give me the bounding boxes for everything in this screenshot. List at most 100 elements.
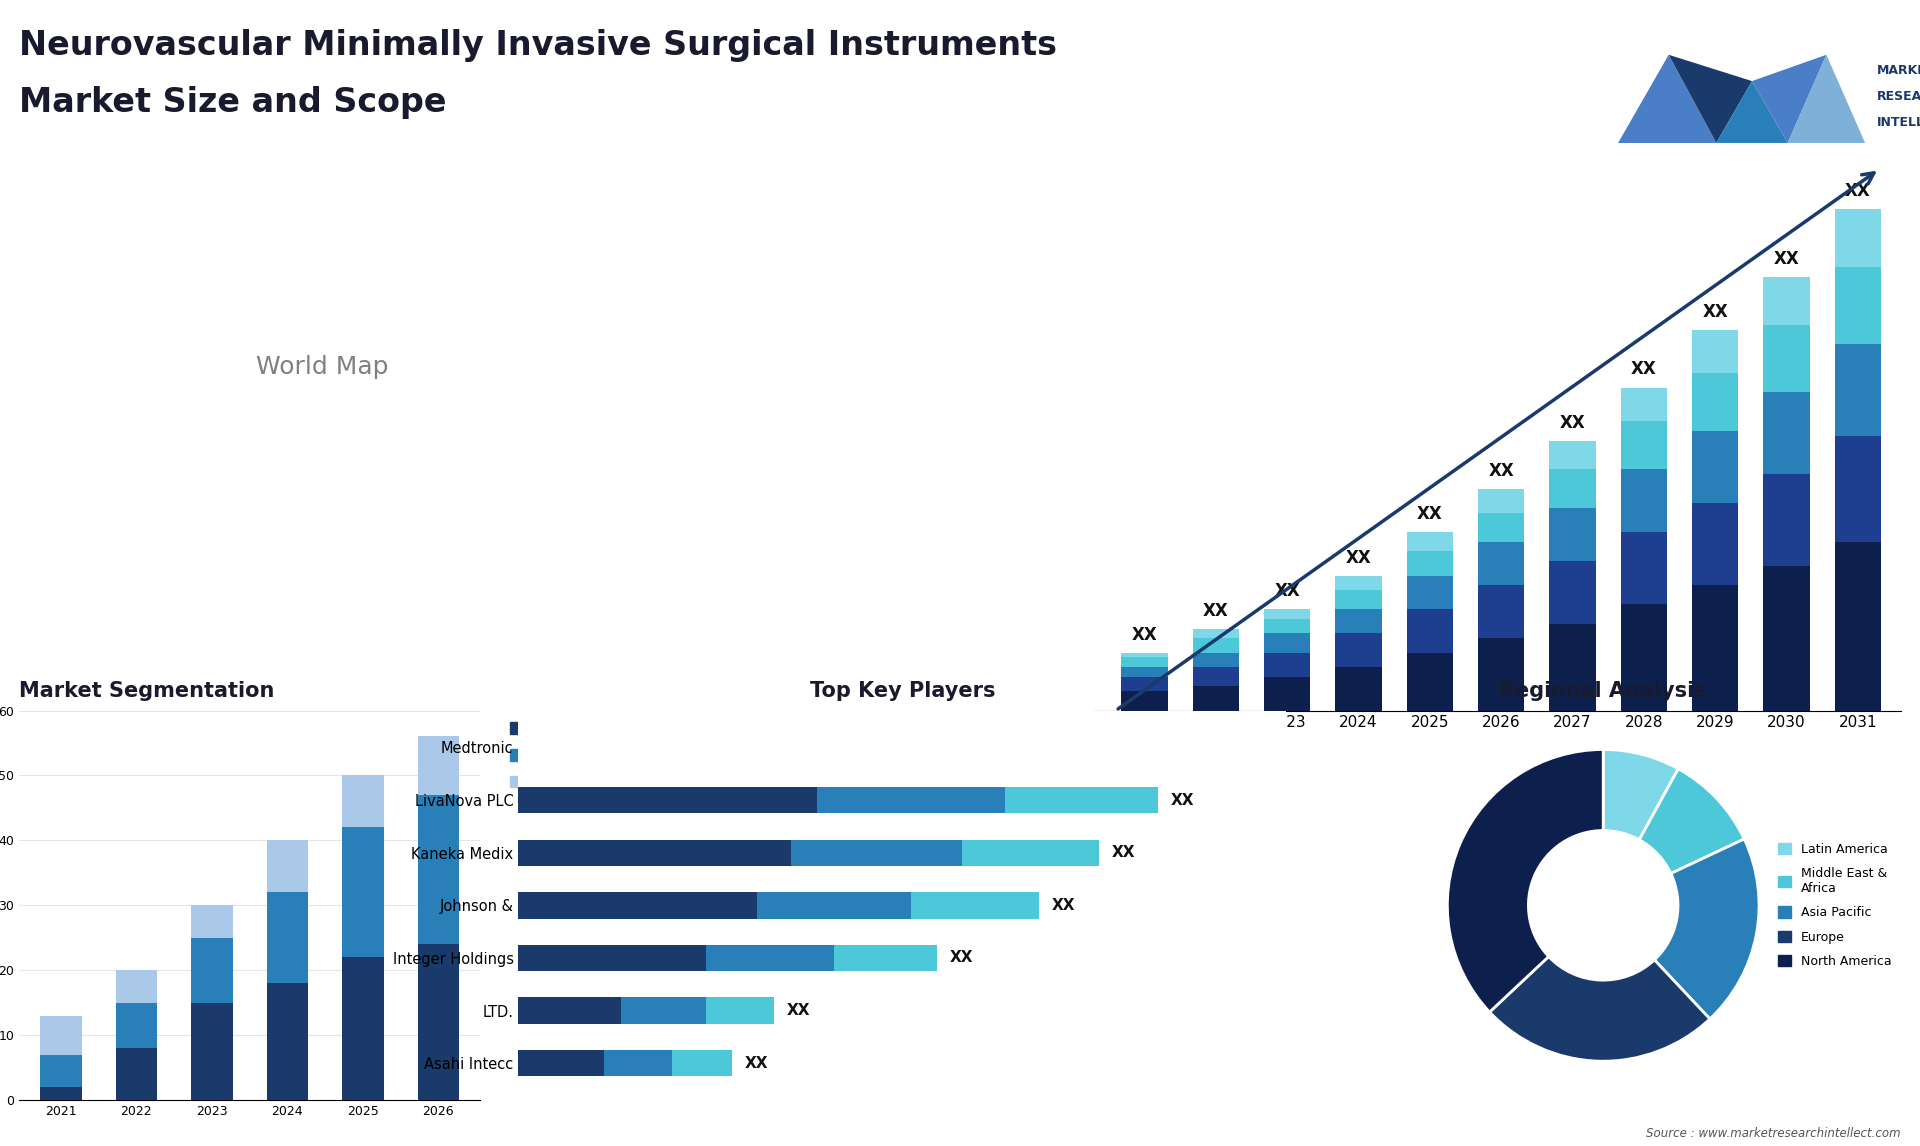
Bar	[1121, 667, 1167, 677]
Text: XX: XX	[1171, 793, 1194, 808]
Bar	[1478, 488, 1524, 513]
Bar	[1004, 787, 1158, 814]
Bar	[417, 795, 459, 944]
Bar	[1192, 638, 1238, 653]
Bar	[1549, 470, 1596, 508]
Text: XX: XX	[787, 1003, 810, 1018]
Text: XX: XX	[1703, 303, 1728, 321]
Text: World Map: World Map	[255, 355, 390, 378]
Bar	[1763, 324, 1811, 392]
Bar	[1407, 532, 1453, 551]
Bar	[1836, 344, 1882, 435]
Bar	[1263, 610, 1309, 619]
Bar	[417, 737, 459, 795]
Bar	[192, 937, 232, 1003]
Bar	[342, 776, 384, 827]
Bar	[707, 997, 774, 1023]
Bar	[756, 893, 910, 918]
Bar	[518, 787, 818, 814]
Bar	[1620, 604, 1667, 711]
Text: XX: XX	[1417, 505, 1442, 523]
Text: XX: XX	[1346, 549, 1371, 566]
Bar	[1407, 610, 1453, 653]
Polygon shape	[1619, 55, 1716, 143]
Bar	[672, 1050, 732, 1076]
Bar	[342, 957, 384, 1100]
Bar	[1620, 470, 1667, 532]
Bar	[1692, 431, 1738, 503]
Bar	[1620, 387, 1667, 422]
Bar	[192, 905, 232, 937]
Bar	[1121, 691, 1167, 711]
Polygon shape	[1751, 55, 1826, 143]
Text: XX: XX	[1275, 582, 1300, 601]
Bar	[1192, 628, 1238, 638]
Text: XX: XX	[1112, 846, 1135, 861]
Bar	[1692, 503, 1738, 586]
Bar	[1121, 658, 1167, 667]
Bar	[791, 840, 962, 866]
Bar	[518, 1050, 603, 1076]
Bar	[1478, 513, 1524, 542]
Bar	[833, 944, 937, 971]
Bar	[1836, 435, 1882, 542]
Bar	[1334, 667, 1382, 711]
Bar	[1192, 686, 1238, 711]
Text: XX: XX	[1131, 626, 1158, 644]
Text: Source : www.marketresearchintellect.com: Source : www.marketresearchintellect.com	[1645, 1128, 1901, 1140]
Bar	[518, 840, 791, 866]
Bar	[1478, 638, 1524, 711]
Text: Neurovascular Minimally Invasive Surgical Instruments: Neurovascular Minimally Invasive Surgica…	[19, 29, 1058, 62]
Text: XX: XX	[948, 950, 973, 965]
Bar	[1692, 586, 1738, 711]
Bar	[1334, 590, 1382, 610]
Wedge shape	[1490, 957, 1711, 1061]
Bar	[1334, 610, 1382, 634]
Bar	[1263, 677, 1309, 711]
Text: XX: XX	[1202, 602, 1229, 620]
Bar	[1836, 542, 1882, 711]
Text: RESEARCH: RESEARCH	[1878, 91, 1920, 103]
Bar	[1334, 634, 1382, 667]
Bar	[1836, 210, 1882, 267]
Text: XX: XX	[1630, 361, 1657, 378]
Bar	[1263, 653, 1309, 677]
Bar	[1334, 575, 1382, 590]
Wedge shape	[1655, 839, 1759, 1019]
Bar	[1407, 575, 1453, 610]
Bar	[1549, 440, 1596, 470]
Wedge shape	[1448, 749, 1603, 1012]
Text: MARKET: MARKET	[1878, 64, 1920, 77]
Bar	[620, 997, 707, 1023]
Bar	[518, 944, 707, 971]
Bar	[1620, 532, 1667, 604]
Bar	[1192, 667, 1238, 686]
Bar	[1763, 566, 1811, 711]
Bar	[962, 840, 1098, 866]
Bar	[1263, 634, 1309, 653]
Bar	[1692, 330, 1738, 374]
Text: XX: XX	[1488, 462, 1515, 480]
Bar	[603, 1050, 672, 1076]
Bar	[910, 893, 1039, 918]
Bar	[1620, 422, 1667, 470]
Bar	[267, 893, 307, 983]
Bar	[342, 827, 384, 957]
Legend: Latin America, Middle East &
Africa, Asia Pacific, Europe, North America: Latin America, Middle East & Africa, Asi…	[1772, 838, 1897, 973]
Bar	[115, 971, 157, 1003]
Bar	[1763, 392, 1811, 474]
Bar	[518, 893, 756, 918]
Polygon shape	[1788, 55, 1864, 143]
Bar	[40, 1088, 83, 1100]
Bar	[115, 1049, 157, 1100]
Legend: Type, Application, Geography: Type, Application, Geography	[505, 717, 614, 794]
Bar	[40, 1054, 83, 1088]
Bar	[1407, 653, 1453, 711]
Text: XX: XX	[1774, 250, 1799, 268]
Bar	[1763, 276, 1811, 324]
Polygon shape	[1668, 55, 1751, 143]
Text: Market Segmentation: Market Segmentation	[19, 681, 275, 700]
Bar	[707, 944, 833, 971]
Title: Top Key Players: Top Key Players	[810, 681, 995, 700]
Text: INTELLECT: INTELLECT	[1878, 117, 1920, 129]
